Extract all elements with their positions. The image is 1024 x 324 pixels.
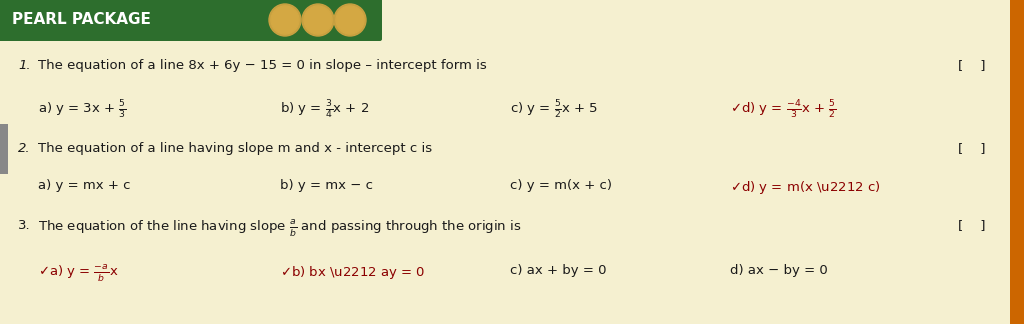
Text: PEARL PACKAGE: PEARL PACKAGE — [12, 13, 151, 28]
Circle shape — [271, 6, 299, 34]
Circle shape — [269, 4, 301, 36]
Text: d) ax − by = 0: d) ax − by = 0 — [730, 264, 827, 277]
Text: The equation of a line 8x + 6y − 15 = 0 in slope – intercept form is: The equation of a line 8x + 6y − 15 = 0 … — [38, 59, 486, 72]
Bar — [0, 124, 8, 174]
Text: The equation of the line having slope $\frac{a}{b}$ and passing through the orig: The equation of the line having slope $\… — [38, 219, 521, 239]
Text: The equation of a line having slope m and x - intercept c is: The equation of a line having slope m an… — [38, 142, 432, 155]
Text: b) y = mx − c: b) y = mx − c — [280, 179, 373, 192]
Text: a) y = mx + c: a) y = mx + c — [38, 179, 130, 192]
Circle shape — [302, 4, 334, 36]
Text: c) y = m(x + c): c) y = m(x + c) — [510, 179, 612, 192]
Circle shape — [336, 6, 364, 34]
Text: 1.: 1. — [18, 59, 31, 72]
Text: c) ax + by = 0: c) ax + by = 0 — [510, 264, 606, 277]
Text: [    ]: [ ] — [957, 142, 985, 155]
Text: b) y = $\frac{3}{4}$x + 2: b) y = $\frac{3}{4}$x + 2 — [280, 99, 370, 121]
Text: c) y = $\frac{5}{2}$x + 5: c) y = $\frac{5}{2}$x + 5 — [510, 99, 598, 121]
Bar — [1010, 0, 1024, 324]
Text: $\checkmark$b) bx \u2212 ay = 0: $\checkmark$b) bx \u2212 ay = 0 — [280, 264, 425, 281]
Text: $\checkmark$a) y = $\frac{-a}{b}$x: $\checkmark$a) y = $\frac{-a}{b}$x — [38, 264, 119, 284]
Text: [    ]: [ ] — [957, 59, 985, 72]
Text: $\checkmark$d) y = m(x \u2212 c): $\checkmark$d) y = m(x \u2212 c) — [730, 179, 881, 196]
Circle shape — [334, 4, 366, 36]
Text: $\checkmark$d) y = $\frac{-4}{3}$x + $\frac{5}{2}$: $\checkmark$d) y = $\frac{-4}{3}$x + $\f… — [730, 99, 837, 121]
Text: 3.: 3. — [18, 219, 31, 232]
Text: a) y = 3x + $\frac{5}{3}$: a) y = 3x + $\frac{5}{3}$ — [38, 99, 127, 121]
Text: 2.: 2. — [18, 142, 31, 155]
Text: [    ]: [ ] — [957, 219, 985, 232]
FancyBboxPatch shape — [0, 0, 382, 41]
Circle shape — [304, 6, 332, 34]
